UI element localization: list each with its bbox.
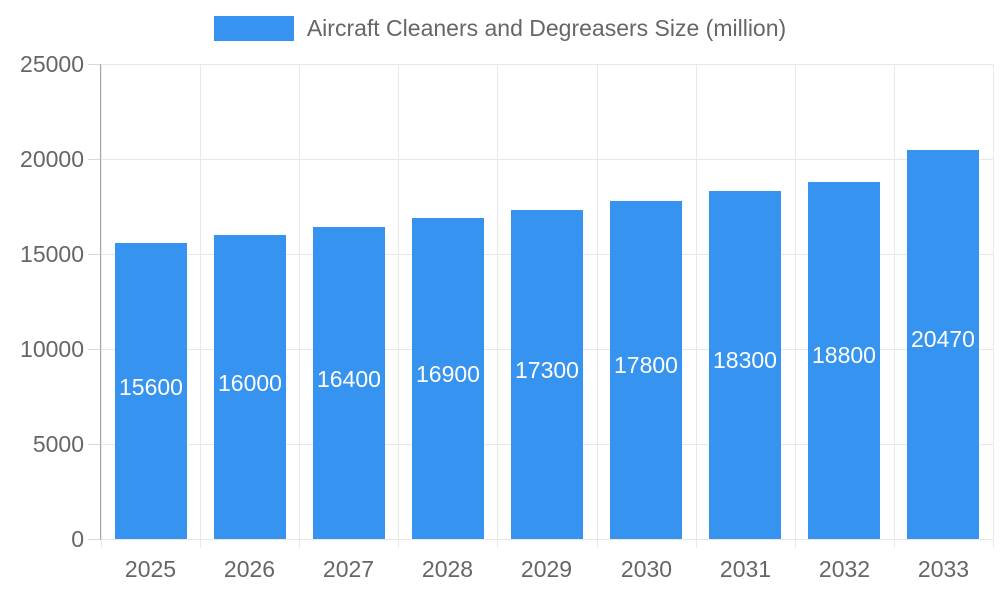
plot-area: 15600 16000 16400 16900 17300 17800 18300 18800… xyxy=(101,64,994,548)
gridline-vertical xyxy=(200,64,201,548)
gridline-horizontal xyxy=(101,539,993,540)
bar[interactable] xyxy=(808,181,880,539)
bar[interactable] xyxy=(610,200,682,539)
y-axis-tick-label: 25000 xyxy=(20,51,84,77)
x-axis-tick-label: 2032 xyxy=(818,556,871,582)
x-axis-tick-label: 2033 xyxy=(917,556,970,582)
bar[interactable] xyxy=(511,210,583,539)
gridline-vertical xyxy=(894,64,895,548)
y-axis-tick-label: 0 xyxy=(71,526,84,552)
bar[interactable] xyxy=(412,217,484,539)
bar[interactable] xyxy=(907,150,979,539)
x-axis-tick-label: 2025 xyxy=(124,556,177,582)
y-axis-tick-label: 5000 xyxy=(32,431,84,457)
chart-legend: Aircraft Cleaners and Degreasers Size (m… xyxy=(0,0,1000,56)
x-axis-tick-label: 2029 xyxy=(520,556,573,582)
y-axis-tick-mark xyxy=(88,349,100,350)
y-axis-tick-mark xyxy=(88,64,100,65)
bar[interactable] xyxy=(313,227,385,539)
y-axis-tick-mark xyxy=(88,159,100,160)
legend-item-label: Aircraft Cleaners and Degreasers Size (m… xyxy=(306,14,787,41)
gridline-vertical xyxy=(398,64,399,548)
x-axis-tick-label: 2026 xyxy=(223,556,276,582)
gridline-vertical xyxy=(696,64,697,548)
x-axis-tick-label: 2031 xyxy=(719,556,772,582)
gridline-vertical xyxy=(299,64,300,548)
gridline-horizontal xyxy=(101,159,993,160)
legend-swatch-icon xyxy=(213,15,294,41)
y-axis-tick-label: 20000 xyxy=(20,146,84,172)
gridline-horizontal xyxy=(101,64,993,65)
bar[interactable] xyxy=(115,242,187,539)
y-axis-tick-label: 10000 xyxy=(20,336,84,362)
x-axis-tick-label: 2030 xyxy=(620,556,673,582)
y-axis-tick-mark xyxy=(88,444,100,445)
gridline-vertical xyxy=(497,64,498,548)
gridline-vertical xyxy=(795,64,796,548)
gridline-vertical xyxy=(597,64,598,548)
y-axis-tick-mark xyxy=(88,254,100,255)
y-axis-tick-mark xyxy=(88,539,100,540)
y-axis-tick-label: 15000 xyxy=(20,241,84,267)
x-axis-tick-label: 2027 xyxy=(322,556,375,582)
bar[interactable] xyxy=(214,235,286,539)
legend-item[interactable]: Aircraft Cleaners and Degreasers Size (m… xyxy=(213,14,787,41)
bar[interactable] xyxy=(709,191,781,539)
gridline-vertical xyxy=(993,64,994,548)
x-axis-tick-label: 2028 xyxy=(421,556,474,582)
gridline-vertical xyxy=(101,64,102,548)
